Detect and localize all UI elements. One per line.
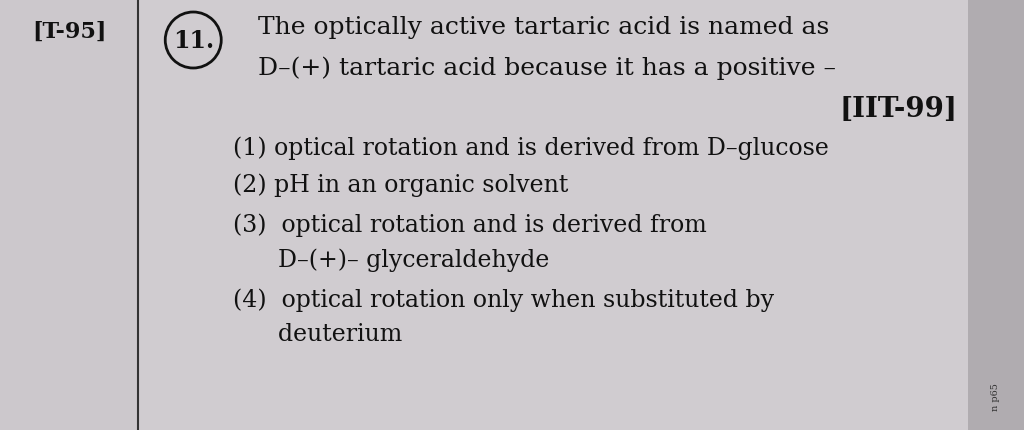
Text: (4)  optical rotation only when substituted by: (4) optical rotation only when substitut… (233, 287, 774, 311)
Text: The optically active tartaric acid is named as: The optically active tartaric acid is na… (258, 16, 829, 39)
Text: n p65: n p65 (991, 382, 1000, 410)
Text: deuterium: deuterium (233, 322, 402, 345)
Text: 11.: 11. (173, 29, 214, 53)
Text: D–(+)– glyceraldehyde: D–(+)– glyceraldehyde (233, 247, 550, 271)
Text: (3)  optical rotation and is derived from: (3) optical rotation and is derived from (233, 212, 707, 236)
Bar (968, 0, 1024, 430)
Text: D–(+) tartaric acid because it has a positive –: D–(+) tartaric acid because it has a pos… (258, 56, 837, 80)
Text: [IIT-99]: [IIT-99] (840, 96, 957, 123)
Text: (2) pH in an organic solvent: (2) pH in an organic solvent (233, 172, 568, 196)
Text: [T-95]: [T-95] (32, 21, 106, 43)
Text: (1) optical rotation and is derived from D–glucose: (1) optical rotation and is derived from… (233, 136, 829, 159)
Bar (0, 0, 138, 430)
